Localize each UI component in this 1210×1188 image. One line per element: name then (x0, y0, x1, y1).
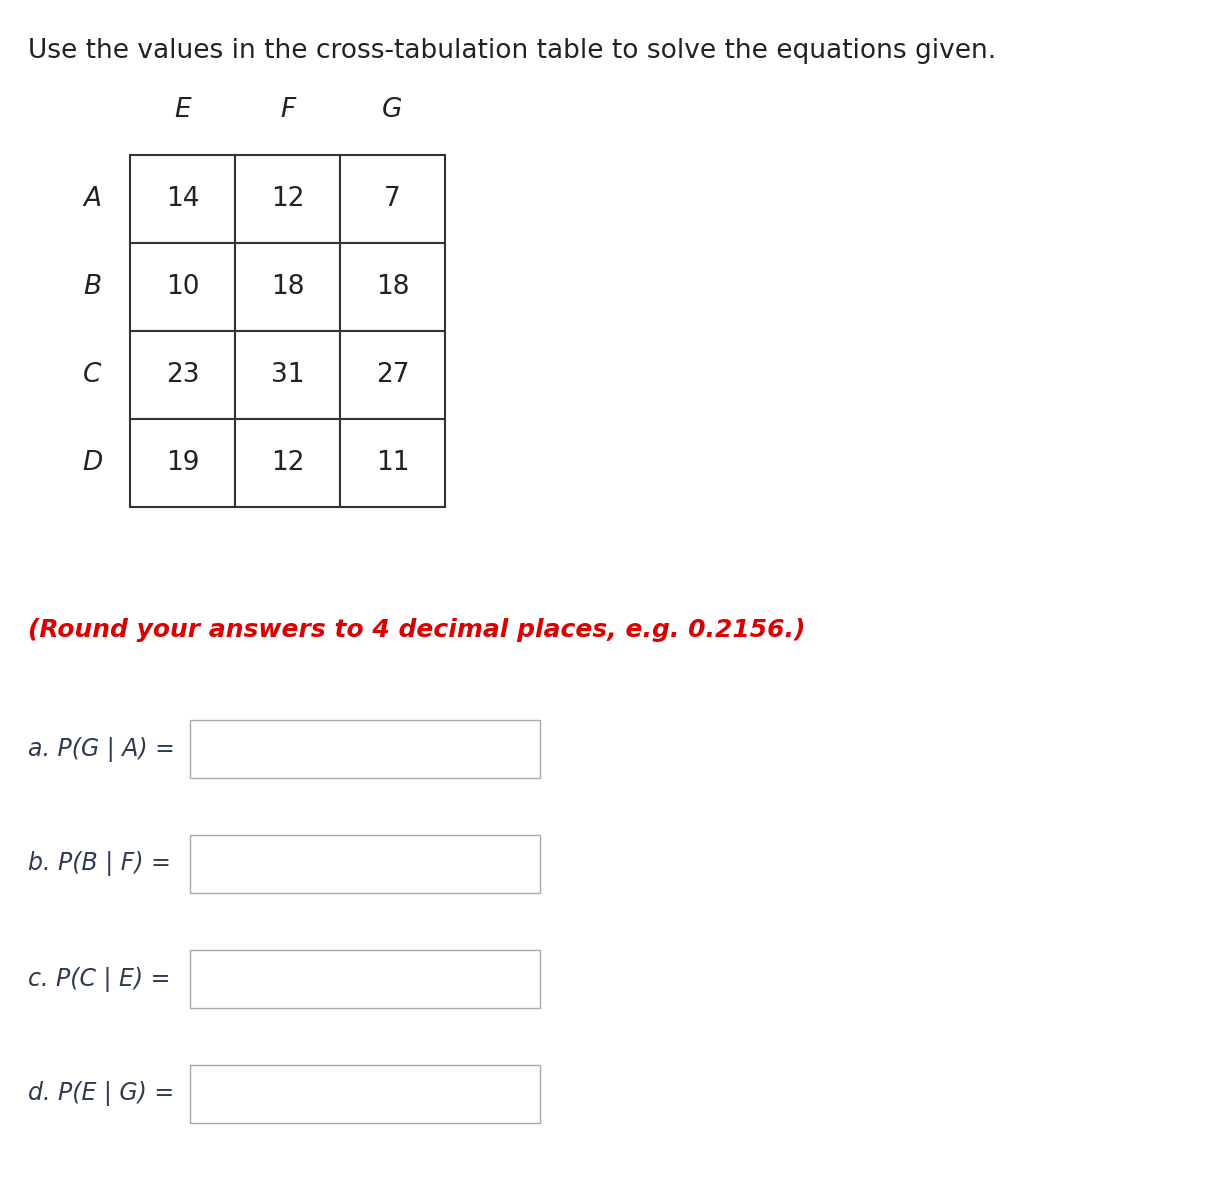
Text: G: G (382, 97, 403, 124)
Text: A: A (83, 187, 100, 211)
Bar (235, 331, 340, 419)
Text: E: E (174, 97, 191, 124)
Text: 27: 27 (376, 362, 409, 388)
Bar (129, 331, 235, 419)
Bar (190, 1064, 540, 1123)
Text: 18: 18 (271, 274, 304, 301)
Bar (190, 835, 540, 893)
Text: Use the values in the cross-tabulation table to solve the equations given.: Use the values in the cross-tabulation t… (28, 38, 996, 64)
Bar (190, 720, 540, 778)
Text: a. P(G | A) =: a. P(G | A) = (28, 737, 175, 762)
Text: 19: 19 (166, 450, 200, 476)
Text: 14: 14 (166, 187, 200, 211)
Text: 10: 10 (166, 274, 200, 301)
Text: 31: 31 (271, 362, 304, 388)
Text: d. P(E | G) =: d. P(E | G) = (28, 1081, 174, 1106)
Bar (129, 154, 235, 244)
Text: (Round your answers to 4 decimal places, e.g. 0.2156.): (Round your answers to 4 decimal places,… (28, 618, 806, 642)
Bar (340, 244, 445, 331)
Bar (235, 244, 340, 331)
Bar (340, 419, 445, 507)
Bar (190, 950, 540, 1007)
Text: 12: 12 (271, 187, 304, 211)
Bar (340, 154, 445, 244)
Text: C: C (82, 362, 102, 388)
Text: 11: 11 (376, 450, 409, 476)
Bar (129, 419, 235, 507)
Text: F: F (280, 97, 295, 124)
Bar (340, 331, 445, 419)
Text: 23: 23 (166, 362, 200, 388)
Bar (129, 244, 235, 331)
Text: c. P(C | E) =: c. P(C | E) = (28, 967, 171, 992)
Text: D: D (82, 450, 102, 476)
Bar (235, 154, 340, 244)
Text: B: B (83, 274, 102, 301)
Text: 7: 7 (384, 187, 401, 211)
Text: 12: 12 (271, 450, 304, 476)
Text: 18: 18 (376, 274, 409, 301)
Bar (235, 419, 340, 507)
Text: b. P(B | F) =: b. P(B | F) = (28, 852, 171, 877)
